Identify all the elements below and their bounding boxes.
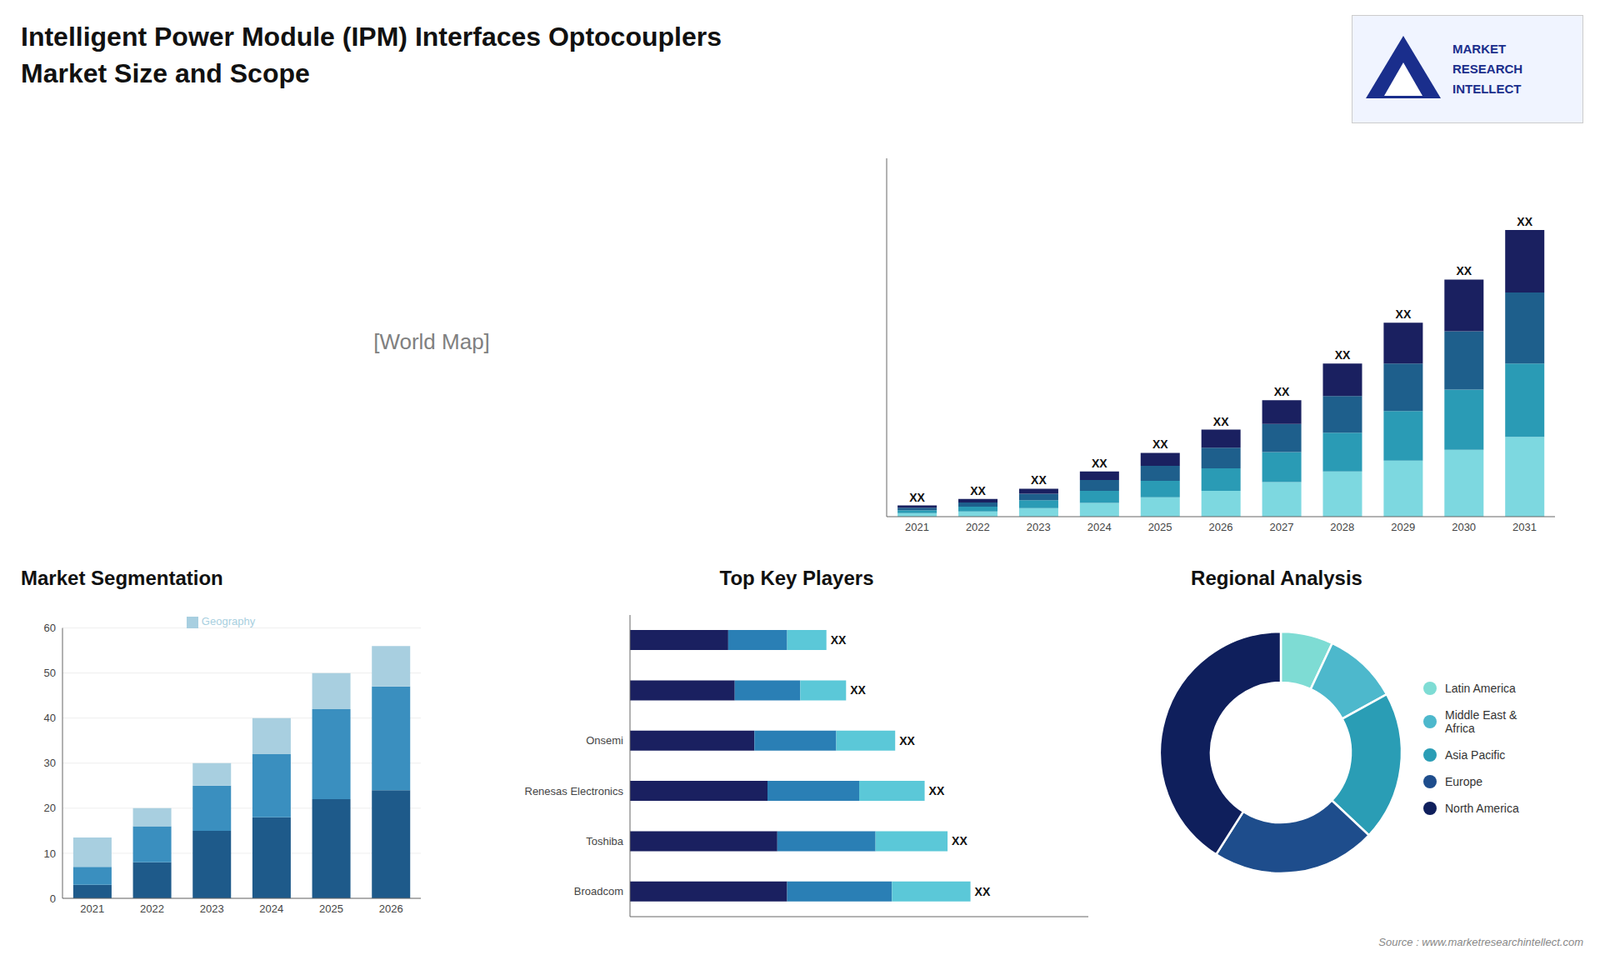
html-text:Europe: Europe	[1445, 775, 1483, 789]
html-text:Market Segmentation: Market Segmentation	[20, 566, 224, 590]
svg-text:Onsemi: Onsemi	[585, 734, 624, 747]
svg-text:40: 40	[44, 711, 56, 725]
html-text:RESEARCH: RESEARCH	[1452, 61, 1523, 76]
html-text:Asia Pacific: Asia Pacific	[1445, 748, 1506, 762]
svg-text:60: 60	[44, 621, 56, 635]
svg-text:XX: XX	[975, 885, 991, 899]
svg-text:30: 30	[44, 756, 56, 770]
svg-text:2026: 2026	[379, 902, 404, 915]
svg-text:2022: 2022	[965, 520, 990, 534]
svg-text:XX: XX	[899, 734, 915, 748]
html-text:[World Map]: [World Map]	[373, 328, 490, 354]
svg-text:2024: 2024	[259, 902, 284, 915]
svg-text:2024: 2024	[1087, 520, 1112, 534]
html-text:North America: North America	[1445, 801, 1519, 815]
svg-text:XX: XX	[1213, 415, 1230, 429]
svg-text:50: 50	[44, 666, 56, 680]
html-text:Regional Analysis: Regional Analysis	[1190, 566, 1363, 590]
svg-text:20: 20	[44, 801, 56, 815]
svg-text:XX: XX	[830, 633, 847, 647]
html-text:Geography: Geography	[201, 615, 256, 628]
html-text:Latin America: Latin America	[1445, 681, 1516, 695]
svg-text:0: 0	[50, 892, 56, 905]
svg-text:XX: XX	[1455, 264, 1472, 278]
svg-text:XX: XX	[850, 683, 866, 697]
svg-text:2027: 2027	[1269, 520, 1294, 534]
html-text:MARKET: MARKET	[1452, 41, 1506, 56]
svg-text:2025: 2025	[1148, 520, 1173, 534]
svg-text:2026: 2026	[1209, 520, 1234, 534]
svg-text:2028: 2028	[1330, 520, 1355, 534]
svg-text:XX: XX	[1516, 215, 1533, 229]
svg-text:XX: XX	[951, 834, 968, 848]
svg-text:XX: XX	[1152, 437, 1169, 451]
svg-text:Toshiba: Toshiba	[585, 835, 625, 848]
html-text:Source : www.marketresearchint: Source : www.marketresearchintellect.com	[1378, 935, 1584, 949]
svg-text:2023: 2023	[1026, 520, 1051, 534]
svg-text:XX: XX	[970, 484, 986, 498]
svg-text:XX: XX	[1335, 348, 1351, 362]
svg-text:2021: 2021	[905, 520, 930, 534]
html-text:Market Size and Scope: Market Size and Scope	[20, 58, 310, 89]
svg-text:2023: 2023	[200, 902, 225, 915]
svg-text:2031: 2031	[1512, 520, 1537, 534]
html-text:Top Key Players: Top Key Players	[719, 566, 874, 590]
svg-text:2029: 2029	[1390, 520, 1415, 534]
html-text:Middle East & Africa: Middle East & Africa	[1445, 708, 1517, 735]
svg-text:XX: XX	[909, 490, 925, 505]
html-text:INTELLECT: INTELLECT	[1452, 81, 1522, 96]
svg-text:Renesas Electronics: Renesas Electronics	[525, 785, 625, 798]
svg-text:2021: 2021	[80, 902, 105, 915]
svg-text:XX: XX	[1030, 473, 1047, 487]
html-text:Intelligent Power Module (IPM): Intelligent Power Module (IPM) Interface…	[20, 21, 722, 52]
svg-text:XX: XX	[929, 784, 945, 798]
svg-text:2022: 2022	[140, 902, 165, 915]
svg-text:XX: XX	[1274, 385, 1290, 399]
svg-text:XX: XX	[1091, 456, 1108, 470]
svg-text:2025: 2025	[319, 902, 344, 915]
svg-text:10: 10	[44, 847, 56, 860]
svg-text:2030: 2030	[1451, 520, 1476, 534]
svg-text:Broadcom: Broadcom	[574, 885, 624, 898]
svg-text:XX: XX	[1395, 307, 1412, 321]
